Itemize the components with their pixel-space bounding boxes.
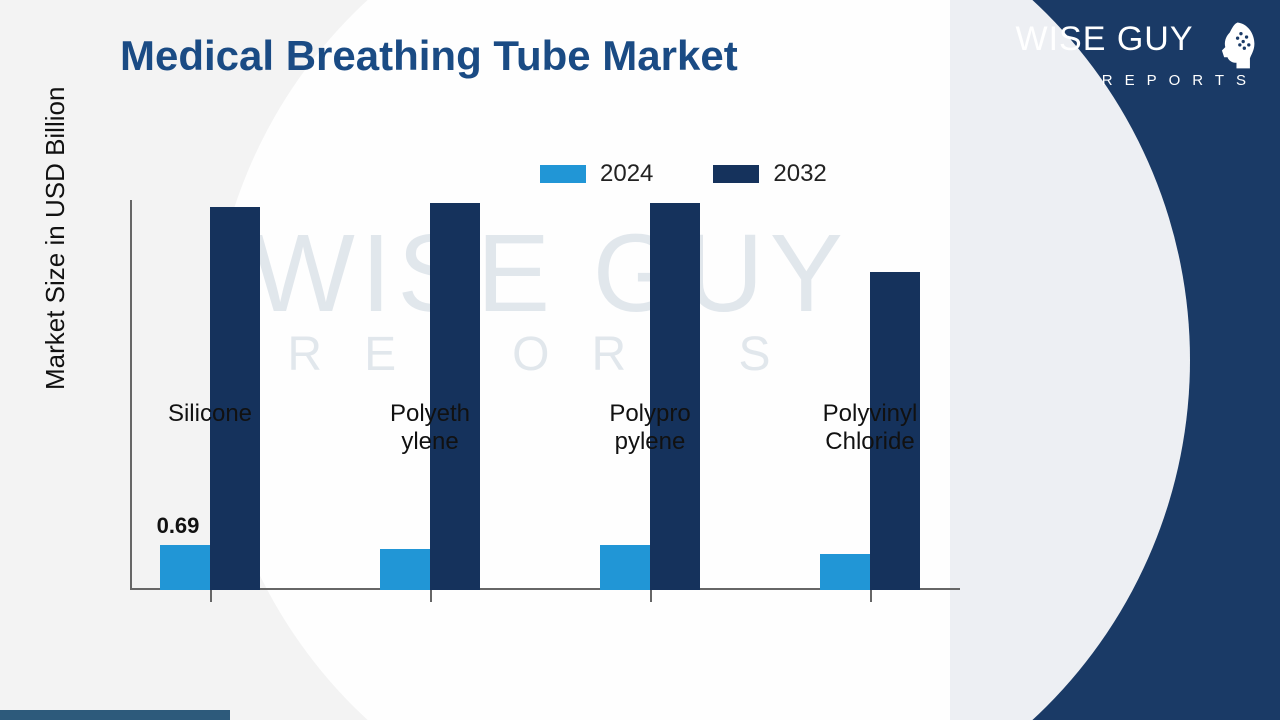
x-tick bbox=[650, 590, 652, 602]
x-category-label: Polypropylene bbox=[570, 400, 730, 455]
logo-line2: REPORTS bbox=[1016, 72, 1260, 89]
bottom-accent-bar bbox=[0, 710, 230, 720]
chart-title: Medical Breathing Tube Market bbox=[120, 32, 738, 80]
x-category-label: Polyethylene bbox=[350, 400, 510, 455]
legend-label-2024: 2024 bbox=[600, 160, 653, 188]
bar-2032-2 bbox=[650, 203, 700, 590]
x-tick bbox=[210, 590, 212, 602]
legend: 2024 2032 bbox=[540, 160, 827, 188]
bar-2032-1 bbox=[430, 203, 480, 590]
logo-line1: WISE GUY bbox=[1016, 20, 1194, 58]
legend-item-2024: 2024 bbox=[540, 160, 653, 188]
bar-2024-1 bbox=[380, 549, 430, 590]
bar-value-label: 0.69 bbox=[138, 513, 218, 539]
bar-2024-0 bbox=[160, 545, 210, 590]
bar-2024-3 bbox=[820, 554, 870, 590]
legend-swatch-2024 bbox=[540, 165, 586, 183]
chart-canvas: WISE GUY REPORTS Medical Breathing Tube … bbox=[0, 0, 1280, 720]
y-axis bbox=[130, 200, 132, 590]
head-icon bbox=[1204, 18, 1260, 74]
bar-2024-2 bbox=[600, 545, 650, 591]
x-tick bbox=[430, 590, 432, 602]
x-category-label: Silicone bbox=[130, 400, 290, 428]
x-tick bbox=[870, 590, 872, 602]
legend-label-2032: 2032 bbox=[773, 160, 826, 188]
plot-area: 0.69 bbox=[130, 200, 960, 590]
brand-logo: WISE GUY REPORTS bbox=[1016, 18, 1260, 89]
x-category-label: PolyvinylChloride bbox=[790, 400, 950, 455]
legend-swatch-2032 bbox=[713, 165, 759, 183]
y-axis-label: Market Size in USD Billion bbox=[40, 87, 71, 390]
legend-item-2032: 2032 bbox=[713, 160, 826, 188]
